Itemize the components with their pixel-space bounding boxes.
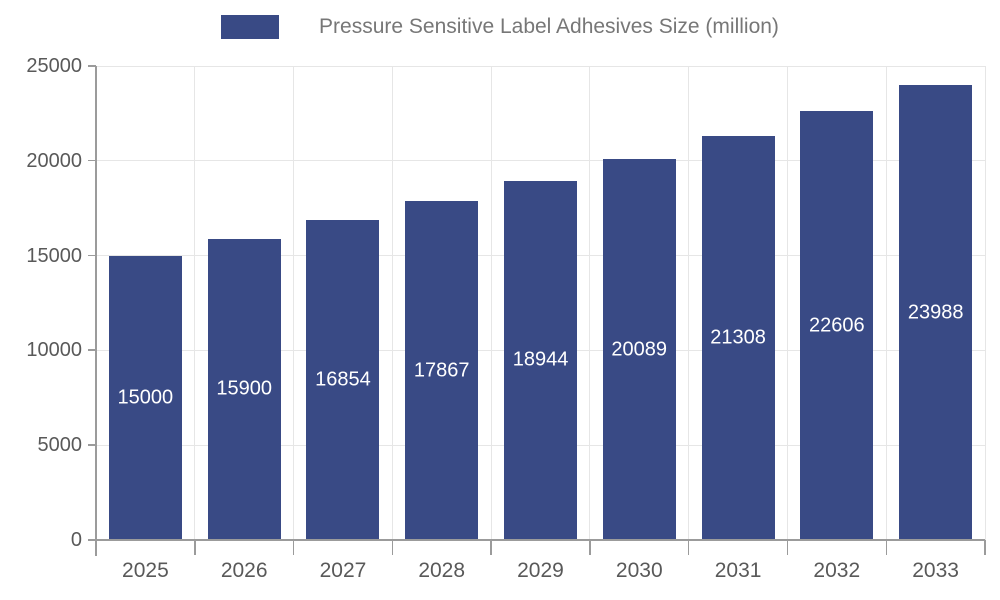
x-axis-tick-label: 2025 bbox=[122, 559, 169, 582]
v-gridline bbox=[984, 66, 986, 540]
bar: 15900 bbox=[207, 238, 281, 540]
x-axis-tick bbox=[391, 540, 394, 555]
bar-value-label: 21308 bbox=[710, 326, 766, 349]
legend-label: Pressure Sensitive Label Adhesives Size … bbox=[319, 15, 779, 38]
legend-swatch bbox=[221, 15, 280, 39]
bar: 16854 bbox=[306, 220, 380, 540]
x-axis-tick-label: 2029 bbox=[517, 559, 564, 582]
y-axis-tick-label: 0 bbox=[70, 529, 82, 551]
y-axis-tick bbox=[88, 65, 96, 67]
bar-value-label: 20089 bbox=[611, 338, 668, 361]
v-gridline bbox=[293, 66, 295, 540]
x-axis-tick bbox=[589, 540, 591, 555]
x-axis-line bbox=[88, 539, 985, 541]
legend-item[interactable]: Pressure Sensitive Label Adhesives Size … bbox=[0, 14, 1000, 40]
y-axis-tick-label: 25000 bbox=[26, 55, 82, 77]
x-axis-tick bbox=[687, 540, 690, 555]
bar: 20089 bbox=[602, 159, 676, 540]
x-axis-tick bbox=[194, 540, 196, 555]
x-axis-tick bbox=[984, 540, 986, 555]
y-axis-tick bbox=[88, 444, 96, 446]
x-axis-tick-label: 2032 bbox=[813, 559, 861, 582]
x-axis-tick bbox=[786, 540, 789, 555]
v-gridline bbox=[786, 66, 788, 540]
bar: 21308 bbox=[701, 136, 775, 540]
y-axis-tick-label: 15000 bbox=[26, 244, 82, 267]
bar-value-label: 18944 bbox=[512, 348, 569, 371]
y-axis-line bbox=[95, 66, 97, 556]
x-axis-tick-label: 2033 bbox=[912, 559, 959, 582]
bar-value-label: 15000 bbox=[117, 386, 174, 409]
bar-value-label: 17867 bbox=[413, 359, 470, 382]
v-gridline bbox=[391, 66, 393, 540]
x-axis-tick bbox=[292, 540, 295, 555]
h-gridline bbox=[96, 160, 985, 162]
bar-value-label: 23988 bbox=[907, 301, 964, 324]
bar-value-label: 22606 bbox=[809, 314, 865, 337]
y-axis-tick bbox=[88, 254, 96, 257]
v-gridline bbox=[194, 66, 196, 540]
v-gridline bbox=[490, 66, 492, 540]
bar-value-label: 16854 bbox=[315, 368, 371, 391]
bar: 18944 bbox=[504, 180, 578, 540]
y-axis-tick bbox=[88, 159, 96, 162]
x-axis-tick-label: 2028 bbox=[418, 559, 466, 582]
x-axis-tick-label: 2027 bbox=[319, 559, 367, 582]
x-axis-tick-label: 2030 bbox=[615, 559, 663, 582]
bar: 22606 bbox=[800, 111, 874, 540]
y-axis-tick-label: 5000 bbox=[37, 434, 83, 457]
bar: 15000 bbox=[108, 255, 182, 540]
x-axis-tick bbox=[490, 540, 492, 555]
y-axis-tick bbox=[88, 349, 96, 351]
h-gridline bbox=[96, 65, 985, 67]
y-axis-tick-label: 10000 bbox=[26, 339, 82, 362]
bar-value-label: 15900 bbox=[216, 377, 272, 400]
bar: 23988 bbox=[899, 85, 973, 540]
v-gridline bbox=[589, 66, 591, 540]
v-gridline bbox=[688, 66, 690, 540]
y-axis-tick-label: 20000 bbox=[26, 149, 82, 172]
v-gridline bbox=[885, 66, 887, 540]
bar: 17867 bbox=[405, 201, 479, 540]
x-axis-tick-label: 2031 bbox=[714, 559, 762, 582]
x-axis-tick-label: 2026 bbox=[220, 559, 268, 582]
x-axis-tick bbox=[885, 540, 887, 555]
